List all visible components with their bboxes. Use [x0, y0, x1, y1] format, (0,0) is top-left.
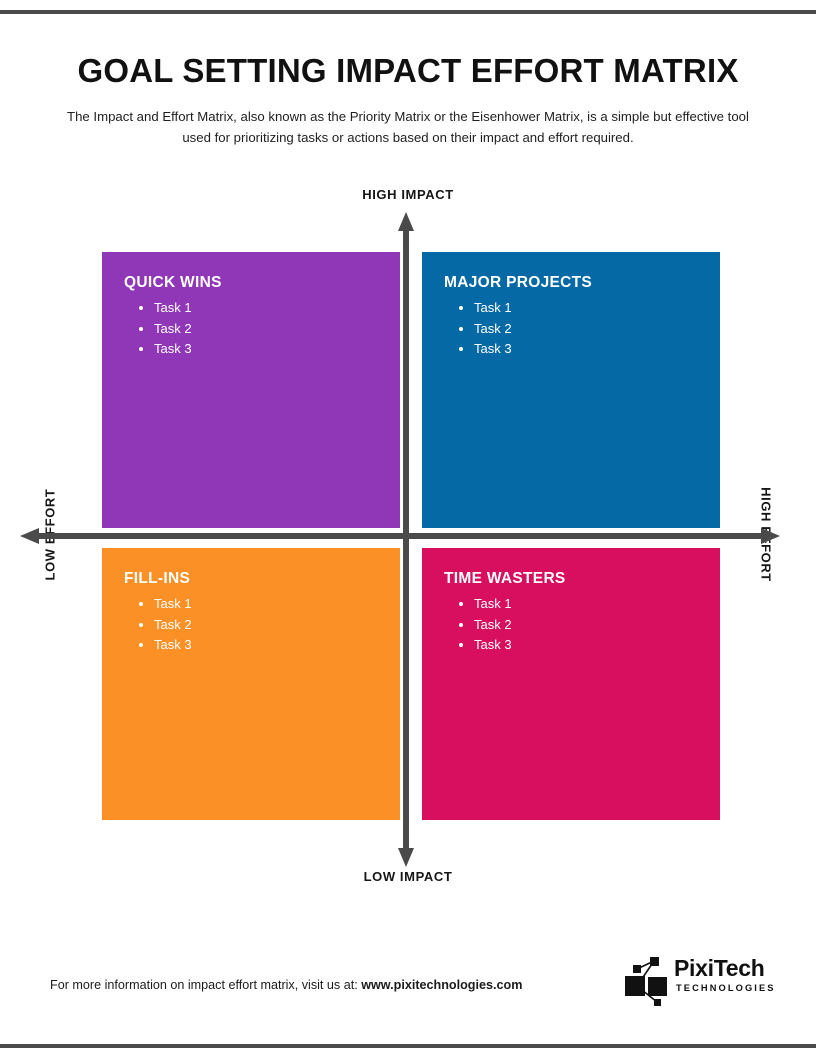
quadrant-task-list: Task 1 Task 2 Task 3 [444, 298, 720, 360]
page-title: GOAL SETTING IMPACT EFFORT MATRIX [77, 52, 739, 89]
quadrant-title: FILL-INS [124, 570, 191, 587]
list-item: Task 3 [474, 635, 720, 656]
quadrant-title: TIME WASTERS [444, 570, 566, 587]
axis-label-high-impact: HIGH IMPACT [362, 187, 454, 202]
axis-label-low-impact: LOW IMPACT [363, 869, 453, 884]
logo-name: PixiTech [674, 955, 765, 981]
list-item: Task 1 [154, 594, 400, 615]
quadrant-task-list: Task 1 Task 2 Task 3 [444, 594, 720, 656]
list-item: Task 1 [474, 298, 720, 319]
footer-website-link[interactable]: www.pixitechnologies.com [361, 978, 523, 992]
list-item: Task 2 [154, 615, 400, 636]
quadrant-task-list: Task 1 Task 2 Task 3 [124, 594, 400, 656]
quadrant-title: MAJOR PROJECTS [444, 274, 593, 291]
list-item: Task 3 [154, 635, 400, 656]
network-nodes-icon [625, 957, 667, 1006]
list-item: Task 2 [474, 615, 720, 636]
logo-tagline: TECHNOLOGIES [676, 983, 776, 993]
top-divider-rule [0, 10, 816, 14]
list-item: Task 1 [474, 594, 720, 615]
company-logo: PixiTech TECHNOLOGIES [624, 954, 776, 1006]
effort-axis-arrow [20, 528, 780, 544]
list-item: Task 1 [154, 298, 400, 319]
quadrant-time-wasters[interactable]: TIME WASTERS Task 1 Task 2 Task 3 [422, 548, 720, 820]
quadrant-quick-wins[interactable]: QUICK WINS Task 1 Task 2 Task 3 [102, 252, 400, 528]
list-item: Task 2 [154, 319, 400, 340]
footer-note: For more information on impact effort ma… [50, 978, 522, 992]
quadrant-task-list: Task 1 Task 2 Task 3 [124, 298, 400, 360]
page-subtitle: The Impact and Effort Matrix, also known… [67, 109, 749, 145]
list-item: Task 3 [154, 339, 400, 360]
quadrant-title: QUICK WINS [124, 274, 222, 291]
quadrant-fill-ins[interactable]: FILL-INS Task 1 Task 2 Task 3 [102, 548, 400, 820]
impact-axis-arrow [398, 212, 414, 867]
bottom-divider-rule [0, 1044, 816, 1048]
quadrant-major-projects[interactable]: MAJOR PROJECTS Task 1 Task 2 Task 3 [422, 252, 720, 528]
list-item: Task 3 [474, 339, 720, 360]
list-item: Task 2 [474, 319, 720, 340]
footer-note-text: For more information on impact effort ma… [50, 978, 362, 992]
